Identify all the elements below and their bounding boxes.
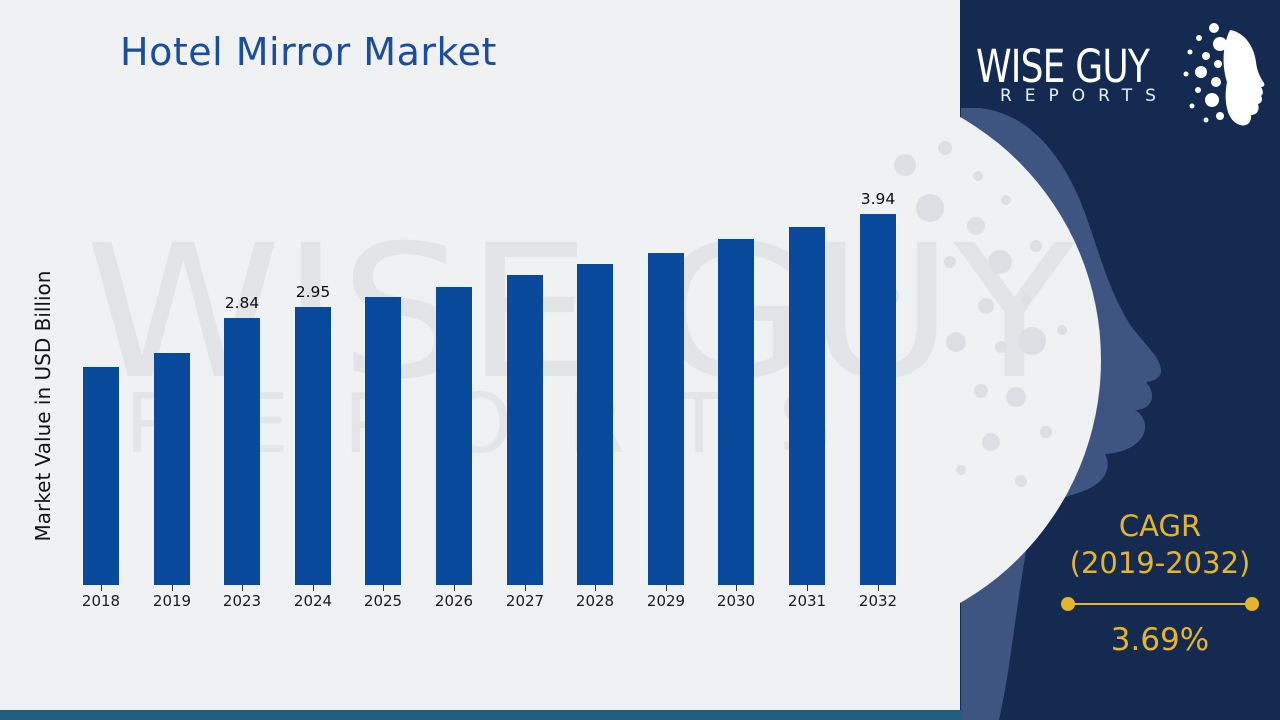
x-axis-tick-2018	[101, 585, 102, 591]
cagr-block: CAGR (2019-2032) 3.69%	[1040, 508, 1280, 660]
bar-2018	[83, 367, 119, 585]
brand-logo: WISE GUY REPORTS	[960, 0, 1280, 160]
bottom-accent-bar	[0, 710, 962, 720]
x-axis-label-2027: 2027	[505, 592, 545, 610]
brand-name: WISE GUY	[976, 40, 1150, 93]
cagr-divider-line	[1061, 597, 1259, 611]
cagr-heading: CAGR	[1118, 509, 1202, 543]
bar-2027	[507, 275, 543, 585]
x-axis-label-2026: 2026	[434, 592, 474, 610]
x-axis-label-2032: 2032	[858, 592, 898, 610]
x-axis-label-2031: 2031	[787, 592, 827, 610]
x-axis-tick-2024	[313, 585, 314, 591]
x-axis-tick-2032	[878, 585, 879, 591]
x-axis-tick-2026	[454, 585, 455, 591]
bar-2023	[224, 318, 260, 585]
cagr-range: (2019-2032)	[1069, 546, 1251, 580]
bar-2029	[648, 253, 684, 585]
x-axis-label-2019: 2019	[152, 592, 192, 610]
bar-2019	[154, 353, 190, 585]
x-axis-tick-2027	[525, 585, 526, 591]
x-axis-label-2024: 2024	[293, 592, 333, 610]
x-axis-label-2025: 2025	[363, 592, 403, 610]
x-axis-tick-2023	[242, 585, 243, 591]
bar-value-label-2023: 2.84	[224, 294, 260, 312]
bar-2026	[436, 287, 472, 585]
bar-2032	[860, 214, 896, 585]
bar-2030	[718, 239, 754, 585]
page-title: Hotel Mirror Market	[120, 30, 497, 74]
bar-2025	[365, 297, 401, 585]
x-axis-tick-2019	[172, 585, 173, 591]
face-profile-dots-icon	[1183, 23, 1265, 126]
brand-subname: REPORTS	[1000, 86, 1169, 106]
x-axis-tick-2028	[595, 585, 596, 591]
cagr-value: 3.69%	[1110, 622, 1210, 658]
bar-2028	[577, 264, 613, 585]
bar-2031	[789, 227, 825, 585]
watermark-dots	[870, 141, 1067, 487]
x-axis-label-2018: 2018	[81, 592, 121, 610]
x-axis-label-2029: 2029	[646, 592, 686, 610]
x-axis-tick-2031	[807, 585, 808, 591]
x-axis-label-2023: 2023	[222, 592, 262, 610]
x-axis-tick-2029	[666, 585, 667, 591]
bar-2024	[295, 307, 331, 585]
x-axis-label-2028: 2028	[575, 592, 615, 610]
x-axis-label-2030: 2030	[716, 592, 756, 610]
bar-value-label-2024: 2.95	[295, 283, 331, 301]
x-axis-tick-2030	[736, 585, 737, 591]
x-axis-tick-2025	[383, 585, 384, 591]
bar-value-label-2032: 3.94	[860, 190, 896, 208]
y-axis-label: Market Value in USD Billion	[31, 270, 55, 542]
